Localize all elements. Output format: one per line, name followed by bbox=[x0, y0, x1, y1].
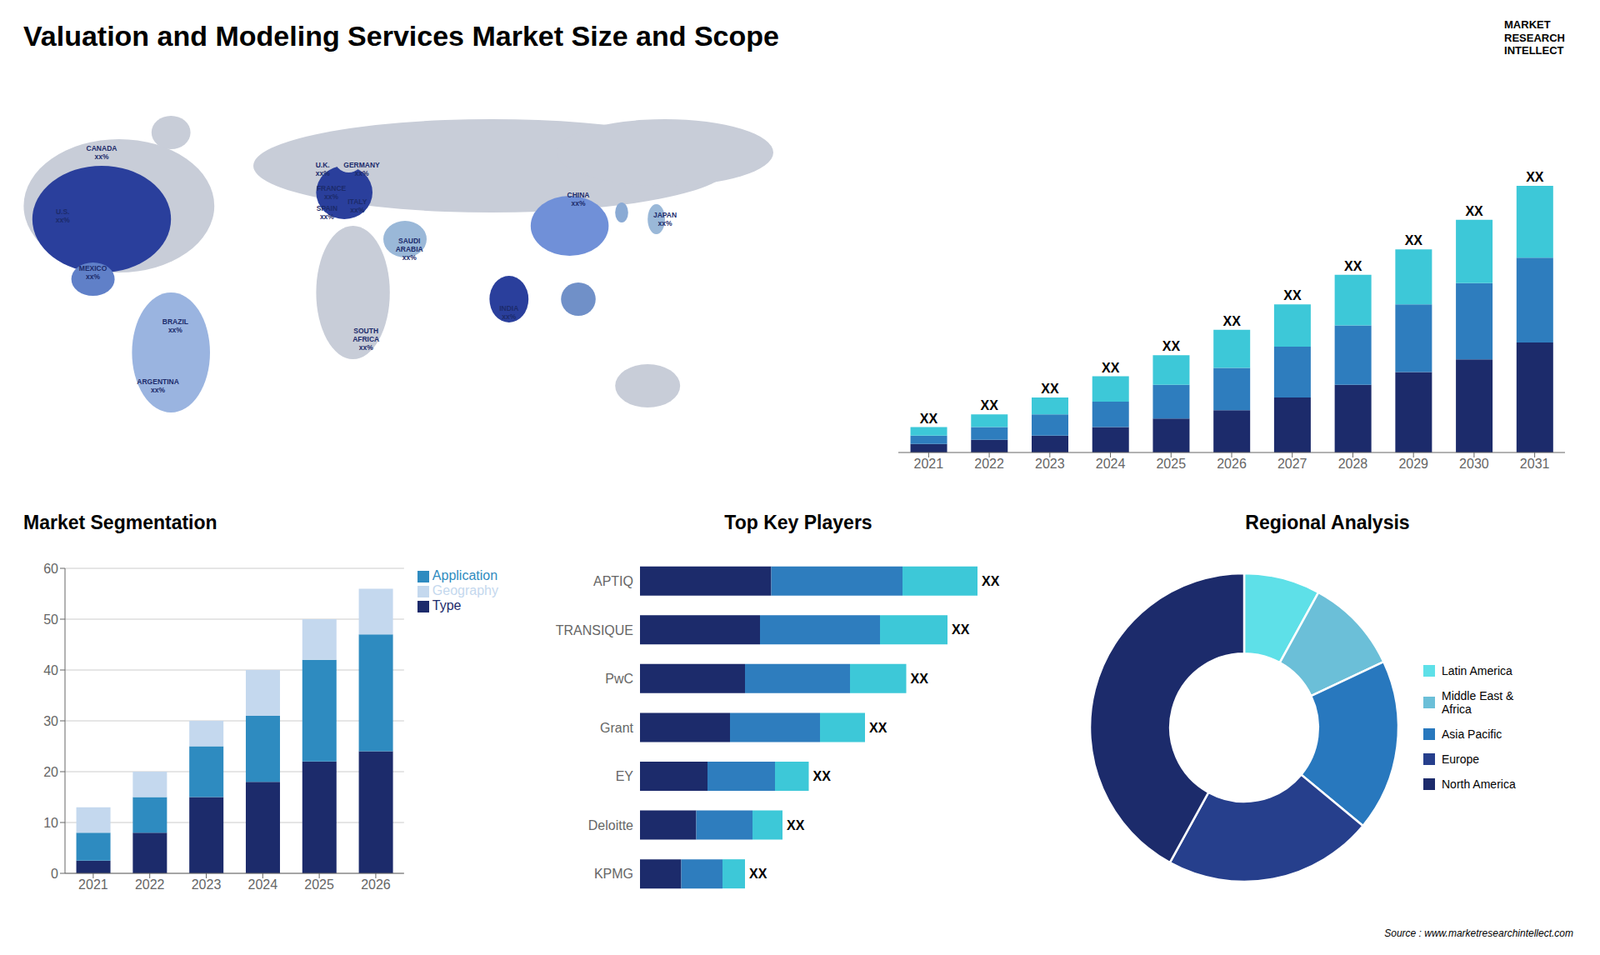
svg-text:XX: XX bbox=[869, 720, 888, 735]
html-text:Regional Analysis: Regional Analysis bbox=[1245, 511, 1410, 534]
svg-text:2022: 2022 bbox=[135, 877, 165, 892]
html-text:Middle East & Africa: Middle East & Africa bbox=[1441, 689, 1514, 716]
html-text:MARKET RESEARCH INTELLECT: MARKET RESEARCH INTELLECT bbox=[1504, 18, 1565, 57]
svg-text:10: 10 bbox=[43, 815, 59, 830]
svg-text:XX: XX bbox=[951, 622, 970, 637]
svg-text:2023: 2023 bbox=[191, 877, 222, 892]
svg-text:XX: XX bbox=[981, 574, 1000, 589]
svg-text:FRANCExx%: FRANCExx% bbox=[316, 184, 347, 201]
html-text:Europe: Europe bbox=[1441, 752, 1480, 766]
svg-text:2024: 2024 bbox=[1095, 456, 1126, 471]
svg-text:U.K.xx%: U.K.xx% bbox=[315, 160, 330, 178]
svg-text:2026: 2026 bbox=[360, 877, 391, 892]
svg-text:2025: 2025 bbox=[1155, 456, 1186, 471]
svg-text:2026: 2026 bbox=[1216, 456, 1247, 471]
svg-text:XX: XX bbox=[920, 411, 939, 426]
svg-text:CANADAxx%: CANADAxx% bbox=[86, 144, 118, 161]
html-text:Latin America: Latin America bbox=[1441, 664, 1513, 678]
svg-text:Grant: Grant bbox=[600, 720, 635, 735]
svg-text:XX: XX bbox=[1344, 259, 1363, 274]
svg-text:2027: 2027 bbox=[1277, 456, 1308, 471]
svg-text:XX: XX bbox=[1162, 339, 1181, 354]
html-text:Asia Pacific: Asia Pacific bbox=[1441, 727, 1502, 741]
html-text:Type: Type bbox=[432, 598, 462, 613]
svg-text:KPMG: KPMG bbox=[594, 866, 634, 881]
svg-text:40: 40 bbox=[43, 663, 59, 678]
svg-text:BRAZILxx%: BRAZILxx% bbox=[162, 317, 189, 335]
svg-text:GERMANYxx%: GERMANYxx% bbox=[343, 160, 380, 178]
svg-text:XX: XX bbox=[1405, 233, 1424, 248]
html-text:Valuation and Modeling Service: Valuation and Modeling Services Market S… bbox=[23, 20, 780, 52]
svg-text:MEXICOxx%: MEXICOxx% bbox=[79, 264, 108, 281]
html-text:Geography: Geography bbox=[432, 583, 499, 598]
svg-text:INDIAxx%: INDIAxx% bbox=[499, 304, 519, 321]
svg-text:PwC: PwC bbox=[605, 671, 634, 686]
svg-text:XX: XX bbox=[813, 769, 832, 784]
svg-text:ARGENTINAxx%: ARGENTINAxx% bbox=[136, 377, 180, 395]
html-text:Application: Application bbox=[432, 568, 498, 583]
svg-text:0: 0 bbox=[50, 866, 59, 881]
svg-text:50: 50 bbox=[43, 612, 59, 627]
svg-text:ITALYxx%: ITALYxx% bbox=[347, 197, 367, 215]
svg-text:SAUDIARABIAxx%: SAUDIARABIAxx% bbox=[395, 236, 424, 262]
html-text:Top Key Players: Top Key Players bbox=[724, 511, 873, 534]
svg-text:XX: XX bbox=[1465, 204, 1484, 219]
svg-text:2031: 2031 bbox=[1520, 456, 1550, 471]
svg-text:2024: 2024 bbox=[248, 877, 279, 892]
svg-text:U.S.xx%: U.S.xx% bbox=[55, 207, 70, 225]
svg-text:XX: XX bbox=[980, 398, 1000, 413]
svg-text:20: 20 bbox=[43, 765, 59, 780]
svg-text:2023: 2023 bbox=[1035, 456, 1065, 471]
svg-text:60: 60 bbox=[43, 561, 59, 576]
svg-text:EY: EY bbox=[615, 769, 635, 784]
svg-text:XX: XX bbox=[1283, 288, 1302, 303]
svg-text:TRANSIQUE: TRANSIQUE bbox=[555, 623, 634, 638]
svg-text:XX: XX bbox=[1040, 381, 1060, 396]
svg-text:XX: XX bbox=[749, 866, 768, 881]
svg-text:XX: XX bbox=[1525, 170, 1545, 185]
html-text:Market Segmentation: Market Segmentation bbox=[23, 511, 218, 534]
svg-text:2025: 2025 bbox=[304, 877, 335, 892]
svg-text:XX: XX bbox=[1223, 314, 1242, 329]
svg-text:XX: XX bbox=[786, 818, 805, 833]
svg-text:CHINAxx%: CHINAxx% bbox=[567, 190, 590, 208]
html-text:Source : www.marketresearchint: Source : www.marketresearchintellect.com bbox=[1384, 927, 1574, 940]
svg-text:APTIQ: APTIQ bbox=[593, 574, 634, 589]
svg-text:2028: 2028 bbox=[1338, 456, 1369, 471]
svg-text:30: 30 bbox=[43, 714, 59, 729]
html-text:North America: North America bbox=[1441, 777, 1516, 791]
svg-text:SOUTHAFRICAxx%: SOUTHAFRICAxx% bbox=[352, 326, 380, 352]
svg-text:SPAINxx%: SPAINxx% bbox=[316, 204, 338, 221]
svg-text:2022: 2022 bbox=[974, 456, 1005, 471]
svg-text:XX: XX bbox=[910, 671, 930, 686]
svg-text:2029: 2029 bbox=[1398, 456, 1429, 471]
svg-text:JAPANxx%: JAPANxx% bbox=[653, 210, 677, 228]
svg-text:2021: 2021 bbox=[78, 877, 109, 892]
svg-text:2021: 2021 bbox=[914, 456, 945, 471]
svg-text:Deloitte: Deloitte bbox=[588, 818, 634, 833]
svg-text:2030: 2030 bbox=[1459, 456, 1490, 471]
svg-text:XX: XX bbox=[1101, 360, 1120, 375]
